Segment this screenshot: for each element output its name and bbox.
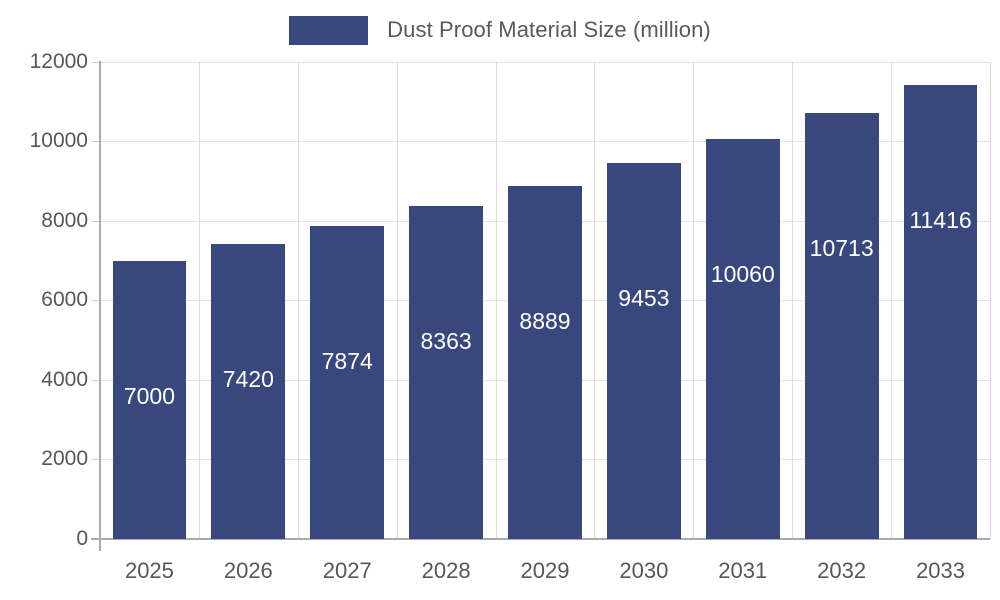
- x-axis-tick-label: 2025: [124, 558, 174, 583]
- bar[interactable]: 8363: [409, 206, 483, 539]
- bar[interactable]: 7000: [112, 260, 187, 539]
- y-axis-labels: 0 2000 4000 6000 8000 10000 12000: [0, 50, 100, 550]
- gridline-vertical: [990, 62, 991, 539]
- bar-value-label: 7874: [321, 347, 373, 374]
- x-axis-line: [91, 537, 990, 540]
- y-axis-tick-label: 6000: [41, 288, 88, 312]
- bar-value-label: 9453: [618, 285, 670, 312]
- bar[interactable]: 9453: [607, 163, 681, 539]
- x-axis-tick-label: 2033: [916, 558, 966, 583]
- y-axis-tick-label: 12000: [29, 50, 88, 73]
- gridline-vertical: [594, 62, 596, 539]
- y-axis-tick-label: 8000: [41, 208, 88, 232]
- bar[interactable]: 7874: [310, 225, 385, 539]
- gridline-vertical: [693, 62, 695, 539]
- bar[interactable]: 8889: [508, 185, 582, 539]
- x-axis-tick-label: 2028: [421, 558, 471, 583]
- bar[interactable]: 7420: [211, 243, 286, 539]
- gridline-vertical: [198, 62, 200, 539]
- gridline-vertical: [297, 62, 299, 539]
- bar[interactable]: 10060: [705, 139, 780, 539]
- legend-label: Dust Proof Material Size (million): [387, 17, 711, 42]
- y-axis-tick-mark: [92, 220, 100, 222]
- plot-area: 7000 7420 7874 8363 8889 9453 10060 10713 11416: [91, 61, 991, 551]
- bar-value-label: 7000: [123, 382, 176, 409]
- gridline-horizontal: [100, 62, 990, 63]
- y-axis-line: [99, 61, 101, 551]
- gridline-vertical: [792, 62, 794, 539]
- gridline-vertical: [495, 62, 497, 539]
- bar-value-label: 10713: [809, 235, 874, 262]
- bar-value-label: 7420: [222, 365, 274, 392]
- y-axis-tick-mark: [92, 459, 100, 461]
- bar-value-label: 8363: [420, 328, 472, 355]
- x-axis-tick-label: 2032: [817, 558, 867, 583]
- x-axis-tick-label: 2031: [718, 558, 768, 583]
- x-axis-tick-label: 2026: [223, 558, 273, 583]
- y-axis-tick-label: 2000: [41, 447, 88, 471]
- y-axis-tick-label: 0: [76, 526, 88, 550]
- legend-swatch-icon: [289, 15, 369, 45]
- bar-value-label: 8889: [519, 307, 571, 334]
- chart-legend: Dust Proof Material Size (million): [0, 8, 1000, 52]
- gridline-vertical: [396, 62, 398, 539]
- y-axis-tick-mark: [92, 300, 100, 302]
- x-axis-labels: 2025 2026 2027 2028 2029 2030 2031 2032 2033: [100, 548, 990, 588]
- x-axis-tick-label: 2030: [619, 558, 669, 583]
- bar-value-label: 10060: [710, 261, 775, 288]
- y-axis-tick-mark: [92, 379, 100, 381]
- x-axis-tick-label: 2029: [520, 558, 570, 583]
- y-axis-tick-label: 10000: [29, 129, 88, 153]
- gridline-vertical: [891, 62, 893, 539]
- y-axis-tick-mark: [92, 141, 100, 143]
- bar-value-label: 11416: [909, 207, 972, 234]
- y-axis-tick-label: 4000: [41, 367, 88, 391]
- bar[interactable]: 10713: [804, 113, 879, 539]
- bar[interactable]: 11416: [903, 85, 978, 539]
- y-axis-tick-mark: [92, 62, 100, 63]
- x-axis-tick-label: 2027: [322, 558, 372, 583]
- gridline-horizontal: [100, 141, 990, 143]
